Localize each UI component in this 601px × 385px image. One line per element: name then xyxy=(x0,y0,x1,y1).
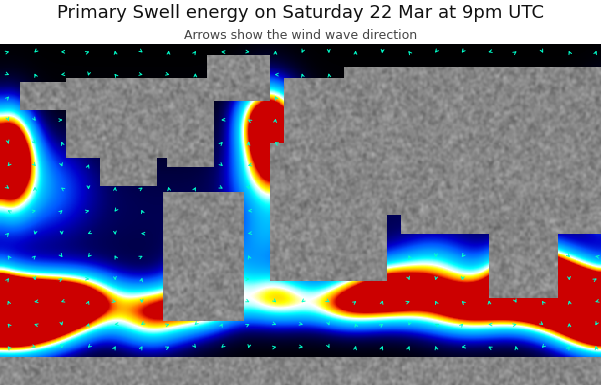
Text: Arrows show the wind wave direction: Arrows show the wind wave direction xyxy=(184,29,417,42)
Text: Primary Swell energy on Saturday 22 Mar at 9pm UTC: Primary Swell energy on Saturday 22 Mar … xyxy=(57,4,544,22)
